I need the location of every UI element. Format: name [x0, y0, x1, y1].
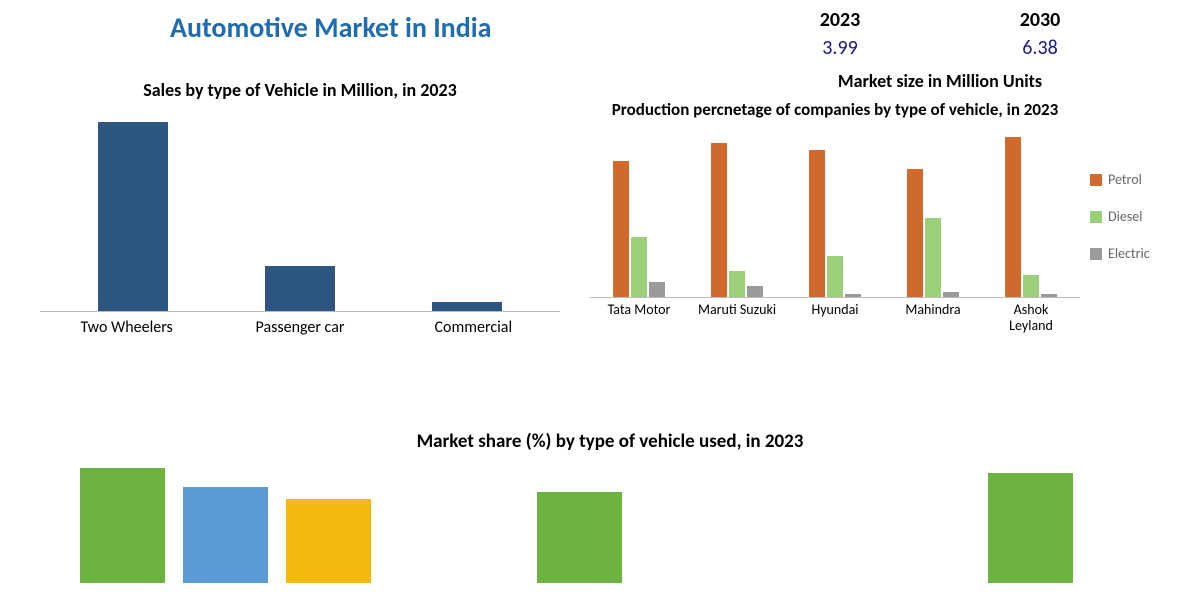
- chart2-bar: [943, 292, 959, 298]
- year1-value: 3.99: [822, 36, 857, 60]
- chart2-category-label: Hyundai: [795, 302, 875, 333]
- chart2-bar: [907, 169, 923, 297]
- market-size-years: 2023 2030: [740, 8, 1140, 32]
- chart2-category-label: Ashok Leyland: [991, 302, 1071, 333]
- chart2-title: Production percnetage of companies by ty…: [590, 100, 1080, 120]
- chart1-category-label: Commercial: [413, 318, 533, 337]
- chart2-group: [613, 161, 665, 297]
- chart2-group: [711, 143, 763, 298]
- market-share-chart: Market share (%) by type of vehicle used…: [80, 430, 1140, 583]
- chart2-bar: [925, 218, 941, 297]
- chart2-category-label: Mahindra: [893, 302, 973, 333]
- chart1-labels: Two Wheelers Passenger car Commercial: [40, 318, 560, 337]
- chart2-bar: [809, 150, 825, 297]
- year2-label: 2030: [1020, 8, 1061, 32]
- chart2-group: [1005, 137, 1057, 298]
- chart1-category-label: Two Wheelers: [67, 318, 187, 337]
- chart1-bar: [98, 122, 168, 311]
- chart2-legend: Petrol Diesel Electric: [1080, 100, 1180, 333]
- production-percentage-chart: Production percnetage of companies by ty…: [590, 100, 1180, 333]
- market-size-values: 3.99 6.38: [740, 32, 1140, 60]
- legend-swatch: [1090, 174, 1102, 186]
- chart1-bar: [432, 302, 502, 311]
- chart2-category-label: Tata Motor: [599, 302, 679, 333]
- chart3-title: Market share (%) by type of vehicle used…: [80, 430, 1140, 453]
- chart2-labels: Tata Motor Maruti Suzuki Hyundai Mahindra As…: [590, 302, 1080, 333]
- market-size-caption: Market size in Million Units: [740, 70, 1140, 92]
- page-title: Automotive Market in India: [170, 10, 491, 45]
- chart2-bar: [845, 294, 861, 298]
- chart1-bar: [265, 266, 335, 310]
- legend-item: Petrol: [1090, 171, 1180, 188]
- legend-label: Electric: [1108, 245, 1150, 262]
- chart3-bar: [537, 492, 622, 583]
- legend-item: Diesel: [1090, 208, 1180, 225]
- chart1-title: Sales by type of Vehicle in Million, in …: [40, 80, 560, 102]
- chart1-plot: [40, 112, 560, 312]
- year2-value: 6.38: [1022, 36, 1057, 60]
- market-size-block: 2023 2030 3.99 6.38 Market size in Milli…: [740, 8, 1140, 92]
- chart2-bar: [1041, 294, 1057, 298]
- legend-swatch: [1090, 211, 1102, 223]
- chart2-bar: [1023, 275, 1039, 298]
- chart2-bar: [631, 237, 647, 297]
- year1-label: 2023: [820, 8, 861, 32]
- legend-item: Electric: [1090, 245, 1180, 262]
- chart2-bar: [1005, 137, 1021, 298]
- chart2-group: [809, 150, 861, 297]
- chart2-bar: [729, 271, 745, 297]
- chart2-plot: [590, 128, 1080, 298]
- chart3-plot: [80, 463, 1140, 583]
- legend-swatch: [1090, 248, 1102, 260]
- chart2-group: [907, 169, 959, 297]
- chart2-bar: [747, 286, 763, 297]
- chart2-bar: [649, 282, 665, 297]
- chart2-bar: [827, 256, 843, 298]
- chart3-bar: [988, 473, 1073, 583]
- chart3-bar: [183, 487, 268, 583]
- chart2-bar: [711, 143, 727, 298]
- chart3-bar: [80, 468, 165, 583]
- chart2-category-label: Maruti Suzuki: [697, 302, 777, 333]
- legend-label: Diesel: [1108, 208, 1142, 225]
- chart2-bar: [613, 161, 629, 297]
- legend-label: Petrol: [1108, 171, 1142, 188]
- chart3-bar: [286, 499, 371, 583]
- chart1-category-label: Passenger car: [240, 318, 360, 337]
- sales-by-type-chart: Sales by type of Vehicle in Million, in …: [40, 80, 560, 337]
